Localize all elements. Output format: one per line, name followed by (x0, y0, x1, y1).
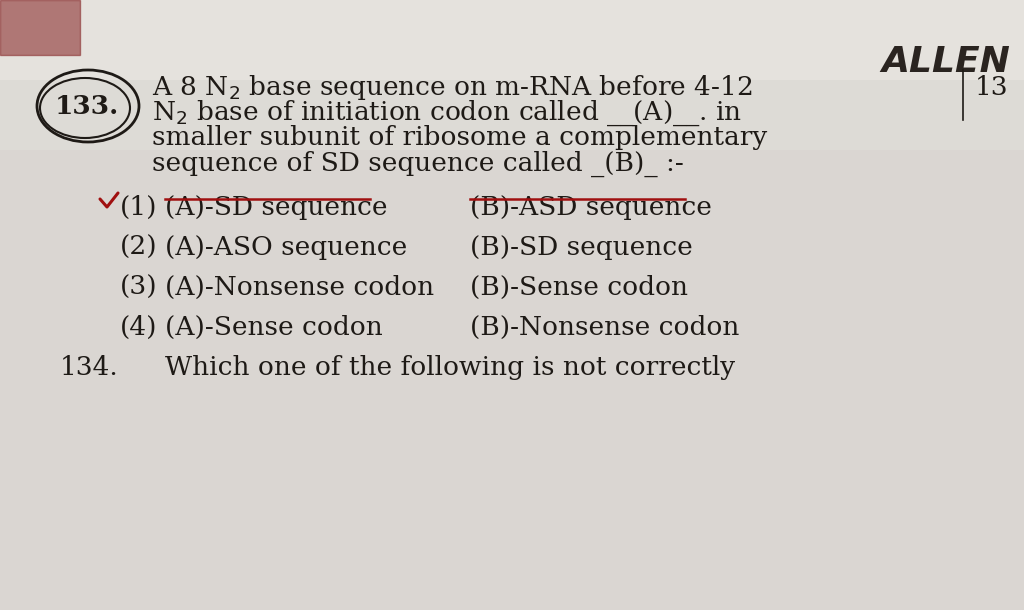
Text: (A)-Nonsense codon: (A)-Nonsense codon (165, 275, 434, 300)
Text: (4): (4) (120, 315, 158, 340)
Text: 13: 13 (975, 75, 1009, 100)
Text: (B)-Nonsense codon: (B)-Nonsense codon (470, 315, 739, 340)
Text: (2): (2) (120, 235, 158, 260)
Text: N$_2$ base of initiation codon called __(A)__. in: N$_2$ base of initiation codon called __… (152, 99, 742, 129)
Text: smaller subunit of ribosome a complementary: smaller subunit of ribosome a complement… (152, 125, 767, 150)
Text: (A)-Sense codon: (A)-Sense codon (165, 315, 383, 340)
Text: ALLEN: ALLEN (881, 45, 1010, 79)
Text: (B)-ASD sequence: (B)-ASD sequence (470, 195, 712, 220)
Text: 133.: 133. (55, 95, 119, 120)
Text: (A)-ASO sequence: (A)-ASO sequence (165, 235, 408, 260)
Text: (3): (3) (120, 275, 158, 300)
Text: (B)-Sense codon: (B)-Sense codon (470, 275, 688, 300)
Text: Which one of the following is not correctly: Which one of the following is not correc… (165, 355, 735, 380)
Text: (B)-SD sequence: (B)-SD sequence (470, 235, 693, 260)
Text: sequence of SD sequence called _(B)_ :-: sequence of SD sequence called _(B)_ :- (152, 151, 684, 178)
Bar (0, 0, 80, 55)
Text: A 8 N$_2$ base sequence on m-RNA before 4-12: A 8 N$_2$ base sequence on m-RNA before … (152, 73, 753, 102)
Text: (A)-SD sequence: (A)-SD sequence (165, 195, 387, 220)
Text: (1): (1) (120, 195, 158, 220)
Text: 134.: 134. (60, 355, 119, 380)
